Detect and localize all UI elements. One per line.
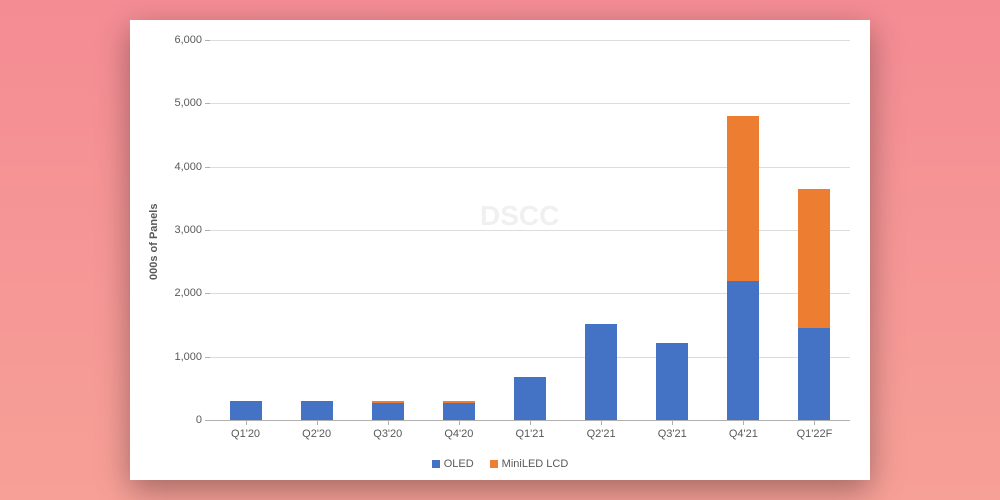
x-tick-label: Q4'20 — [444, 428, 473, 440]
bar-segment-oled — [514, 377, 546, 420]
y-tick — [205, 357, 210, 358]
x-tick — [672, 420, 673, 425]
bar-segment-oled — [798, 328, 830, 420]
y-tick — [205, 230, 210, 231]
y-axis-labels: 01,0002,0003,0004,0005,0006,000 — [130, 20, 210, 420]
bar-segment-oled — [656, 343, 688, 420]
legend: OLED MiniLED LCD — [130, 458, 870, 470]
x-tick — [601, 420, 602, 425]
y-tick-label: 0 — [196, 414, 202, 426]
legend-swatch — [432, 460, 440, 468]
x-tick-label: Q1'22F — [797, 428, 833, 440]
y-tick — [205, 103, 210, 104]
y-tick-label: 1,000 — [174, 351, 202, 363]
bar-segment-oled — [727, 281, 759, 420]
x-tick-label: Q1'20 — [231, 428, 260, 440]
x-tick — [743, 420, 744, 425]
y-tick-label: 4,000 — [174, 161, 202, 173]
y-tick — [205, 167, 210, 168]
bar-segment-oled — [443, 403, 475, 420]
y-tick-label: 2,000 — [174, 287, 202, 299]
y-tick — [205, 293, 210, 294]
x-tick — [246, 420, 247, 425]
legend-item: OLED — [432, 458, 474, 470]
legend-item: MiniLED LCD — [490, 458, 569, 470]
x-tick-label: Q4'21 — [729, 428, 758, 440]
x-tick — [388, 420, 389, 425]
plot-area: DSCC Q1'20Q2'20Q3'20Q4'20Q1'21Q2'21Q3'21… — [210, 40, 850, 420]
x-tick — [459, 420, 460, 425]
bar-segment-oled — [585, 324, 617, 420]
x-tick-label: Q3'20 — [373, 428, 402, 440]
x-tick-label: Q3'21 — [658, 428, 687, 440]
gridline — [210, 40, 850, 41]
chart-panel: 000s of Panels 01,0002,0003,0004,0005,00… — [130, 20, 870, 480]
legend-label: MiniLED LCD — [502, 458, 569, 470]
bar-segment-miniled-lcd — [443, 401, 475, 403]
x-tick-label: Q1'21 — [515, 428, 544, 440]
bar-segment-miniled-lcd — [372, 401, 404, 403]
x-tick — [317, 420, 318, 425]
legend-swatch — [490, 460, 498, 468]
x-tick-label: Q2'20 — [302, 428, 331, 440]
y-tick-label: 3,000 — [174, 224, 202, 236]
x-tick — [814, 420, 815, 425]
page-background: 000s of Panels 01,0002,0003,0004,0005,00… — [0, 0, 1000, 500]
legend-label: OLED — [444, 458, 474, 470]
y-tick-label: 6,000 — [174, 34, 202, 46]
y-tick — [205, 40, 210, 41]
bar-segment-oled — [372, 403, 404, 420]
bar-segment-miniled-lcd — [798, 189, 830, 328]
y-tick — [205, 420, 210, 421]
x-tick-label: Q2'21 — [587, 428, 616, 440]
bar-segment-oled — [301, 401, 333, 420]
plot — [210, 40, 850, 421]
bar-segment-miniled-lcd — [727, 116, 759, 281]
bar-segment-oled — [230, 401, 262, 420]
gridline — [210, 103, 850, 104]
y-tick-label: 5,000 — [174, 97, 202, 109]
x-tick — [530, 420, 531, 425]
